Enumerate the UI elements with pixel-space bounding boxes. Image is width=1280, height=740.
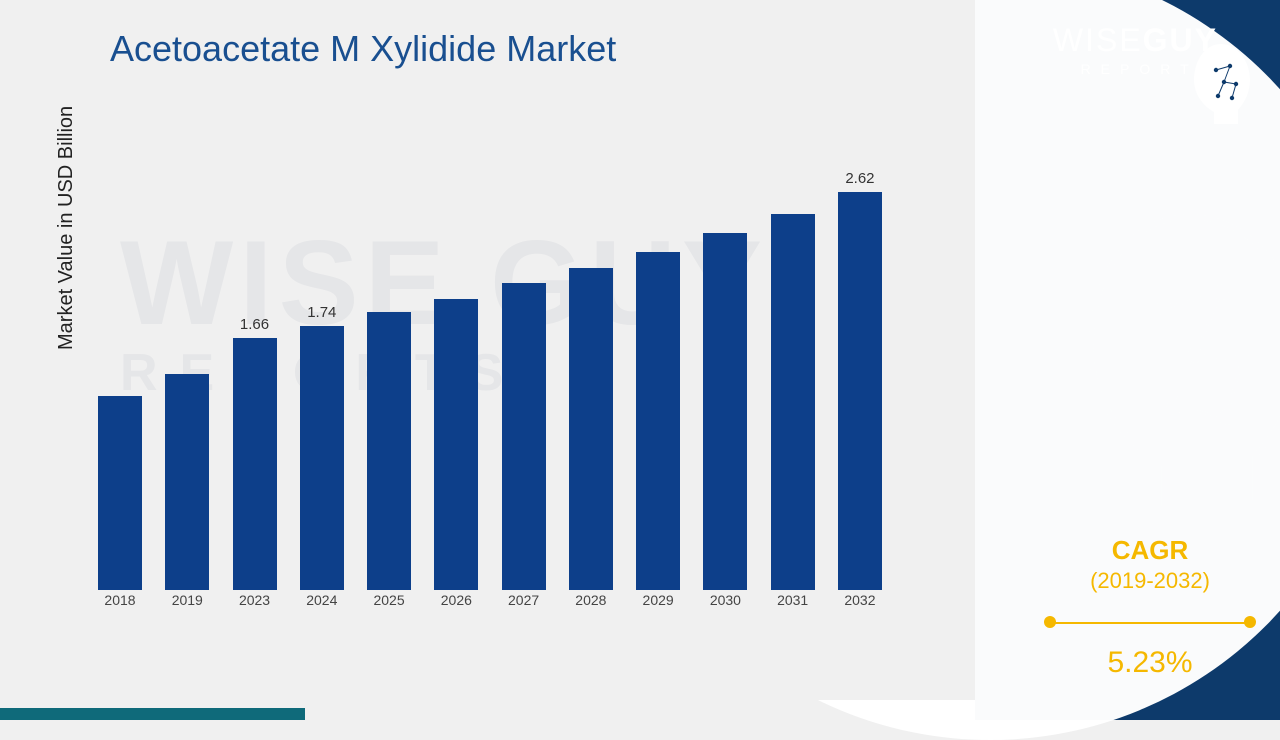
- bar: [98, 396, 142, 590]
- dot-icon: [1044, 616, 1056, 628]
- logo-brand-light: WISE: [1053, 22, 1143, 58]
- cagr-block: CAGR (2019-2032) 5.23%: [1020, 535, 1280, 680]
- cagr-label: CAGR: [1020, 535, 1280, 566]
- bar-wrap: [90, 374, 150, 590]
- cagr-divider: [1050, 612, 1250, 632]
- bar: [367, 312, 411, 590]
- bar: [838, 192, 882, 590]
- x-tick-label: 2024: [292, 592, 352, 608]
- bar-wrap: [561, 246, 621, 590]
- logo-head-icon: [1186, 40, 1256, 130]
- bar: [703, 233, 747, 590]
- brand-logo: WISEGUY REPORTS: [1053, 22, 1256, 77]
- bar-value-label: 1.74: [307, 304, 336, 322]
- x-tick-label: 2028: [561, 592, 621, 608]
- right-panel: WISEGUY REPORTS CAGR (2019-2032) 5.23%: [975, 0, 1280, 720]
- bar: [233, 338, 277, 590]
- x-tick-label: 2019: [157, 592, 217, 608]
- bar-value-label: 2.62: [845, 170, 874, 188]
- x-tick-label: 2030: [695, 592, 755, 608]
- dot-icon: [1244, 616, 1256, 628]
- chart-title: Acetoacetate M Xylidide Market: [110, 28, 616, 70]
- x-tick-label: 2026: [426, 592, 486, 608]
- x-axis-labels: 2018 2019 2023 2024 2025 2026 2027 2028 2029 2030…: [90, 592, 890, 608]
- main-panel: Acetoacetate M Xylidide Market Market Va…: [0, 0, 975, 700]
- face-network-icon: [1060, 200, 1280, 520]
- x-tick-label: 2032: [830, 592, 890, 608]
- bar-wrap: [359, 290, 419, 590]
- y-axis-label: Market Value in USD Billion: [55, 106, 78, 350]
- bar-value-label: 1.66: [240, 316, 269, 334]
- bar: [569, 268, 613, 590]
- bar-wrap: [695, 211, 755, 590]
- bar-wrap: 1.66: [225, 316, 285, 590]
- cagr-value: 5.23%: [1020, 646, 1280, 680]
- bar-wrap: [494, 261, 554, 590]
- x-tick-label: 2027: [494, 592, 554, 608]
- x-tick-label: 2023: [225, 592, 285, 608]
- bar-wrap: 1.74: [292, 304, 352, 590]
- x-tick-label: 2031: [763, 592, 823, 608]
- cagr-years: (2019-2032): [1020, 568, 1280, 594]
- x-tick-label: 2018: [90, 592, 150, 608]
- bar: [165, 374, 209, 590]
- bar-wrap: [628, 230, 688, 590]
- bar: [502, 283, 546, 590]
- bar: [300, 326, 344, 590]
- bar: [434, 299, 478, 590]
- bar-wrap: [157, 352, 217, 590]
- bar-chart: 1.66 1.74 2.62: [90, 145, 890, 590]
- bar-wrap: 2.62: [830, 170, 890, 590]
- bar-wrap: [763, 192, 823, 590]
- bottom-accent-bar: [0, 708, 305, 720]
- bar: [771, 214, 815, 590]
- bar-wrap: [426, 277, 486, 590]
- x-tick-label: 2025: [359, 592, 419, 608]
- x-tick-label: 2029: [628, 592, 688, 608]
- bar: [636, 252, 680, 590]
